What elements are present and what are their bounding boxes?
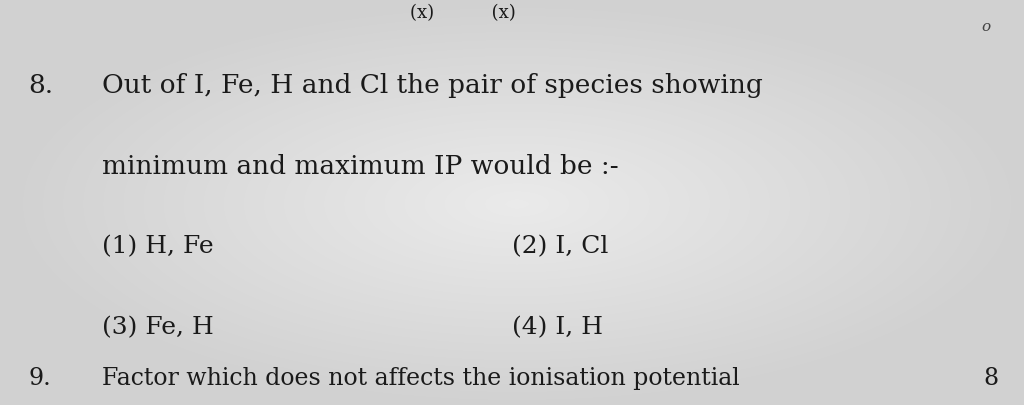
Text: minimum and maximum IP would be :-: minimum and maximum IP would be :- xyxy=(102,154,620,179)
Text: o: o xyxy=(981,20,990,34)
Text: (x)          (x): (x) (x) xyxy=(410,4,515,22)
Text: (3) Fe, H: (3) Fe, H xyxy=(102,316,214,339)
Text: 8.: 8. xyxy=(29,73,54,98)
Text: (4) I, H: (4) I, H xyxy=(512,316,603,339)
Text: Factor which does not affects the ionisation potential: Factor which does not affects the ionisa… xyxy=(102,366,740,389)
Text: Out of I, Fe, H and Cl the pair of species showing: Out of I, Fe, H and Cl the pair of speci… xyxy=(102,73,763,98)
Text: 8: 8 xyxy=(983,366,998,389)
Text: (2) I, Cl: (2) I, Cl xyxy=(512,235,608,258)
Text: (1) H, Fe: (1) H, Fe xyxy=(102,235,214,258)
Text: 9.: 9. xyxy=(29,366,51,389)
